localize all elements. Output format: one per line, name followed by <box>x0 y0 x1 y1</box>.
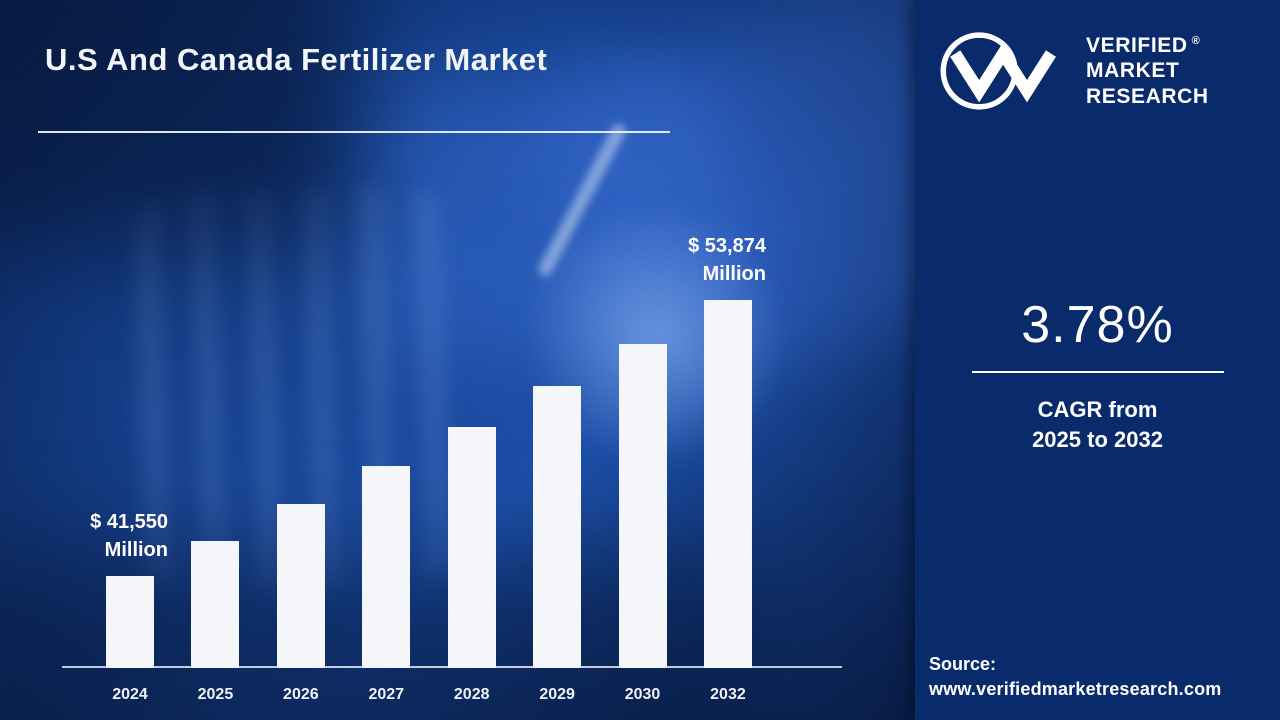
bar-2027 <box>362 466 411 668</box>
cagr-caption-line-1: CAGR from <box>1037 397 1158 422</box>
cagr-caption: CAGR from 2025 to 2032 <box>945 395 1250 454</box>
bar-value-label: $ 41,550 Million <box>90 511 168 561</box>
vmr-monogram-icon <box>940 32 1056 110</box>
bar-group-2029: 2029 <box>533 230 582 703</box>
bar-2026 <box>276 504 325 668</box>
bar-2030 <box>618 344 667 668</box>
bar-2032 <box>703 300 752 668</box>
bar-group-2028: 2028 <box>447 230 496 703</box>
brand-name: VERIFIED ® MARKET RESEARCH <box>1086 33 1209 109</box>
cagr-caption-line-2: 2025 to 2032 <box>1032 426 1163 452</box>
x-tick-label: 2032 <box>710 686 746 703</box>
source-label: Source: <box>929 654 997 674</box>
brand-logo: VERIFIED ® MARKET RESEARCH <box>935 28 1266 114</box>
x-tick-label: 2026 <box>283 686 319 703</box>
bar-group-2027: 2027 <box>362 230 411 703</box>
brand-line-1: VERIFIED ® <box>1086 34 1201 58</box>
bar-2025 <box>191 541 240 668</box>
bar-chart: $ 41,550 Million 2024 2025 2026 2027 2028 2029 2… <box>62 230 842 703</box>
bar-value-label: $ 53,874 Million <box>688 235 766 285</box>
cagr-block: 3.78% CAGR from 2025 to 2032 <box>915 295 1280 454</box>
bar-2028 <box>447 427 496 668</box>
bar-2024 <box>106 576 154 668</box>
cagr-value: 3.78% <box>1021 296 1174 354</box>
bar-group-2025: 2025 <box>191 230 240 703</box>
bar-group-2024: $ 41,550 Million 2024 <box>90 230 168 703</box>
cagr-divider <box>971 371 1224 373</box>
bar-group-2026: 2026 <box>276 230 325 703</box>
brand-line-2: MARKET <box>1086 59 1180 83</box>
bar-group-2032: $ 53,874 Million 2032 <box>688 230 766 703</box>
x-tick-label: 2030 <box>624 686 661 703</box>
right-panel: VERIFIED ® MARKET RESEARCH 3.78% CAGR fro… <box>915 0 1280 720</box>
x-tick-label: 2024 <box>112 686 148 703</box>
x-tick-label: 2027 <box>368 686 405 703</box>
registered-mark: ® <box>1191 35 1201 48</box>
bar-2029 <box>533 386 582 668</box>
title-underline <box>38 131 670 133</box>
x-tick-label: 2029 <box>539 686 575 703</box>
source-block: Source: www.verifiedmarketresearch.com <box>929 654 1272 700</box>
bar-group-2030: 2030 <box>618 230 667 703</box>
x-axis-line <box>62 666 842 668</box>
page-title: U.S And Canada Fertilizer Market <box>45 42 548 77</box>
x-tick-label: 2025 <box>197 686 234 703</box>
source-url: www.verifiedmarketresearch.com <box>929 679 1222 699</box>
x-tick-label: 2028 <box>453 686 490 703</box>
brand-line-3: RESEARCH <box>1086 84 1209 108</box>
chart-section: U.S And Canada Fertilizer Market $ 41,55… <box>0 0 915 720</box>
bars-container: $ 41,550 Million 2024 2025 2026 2027 2028 2029 2… <box>90 230 766 703</box>
